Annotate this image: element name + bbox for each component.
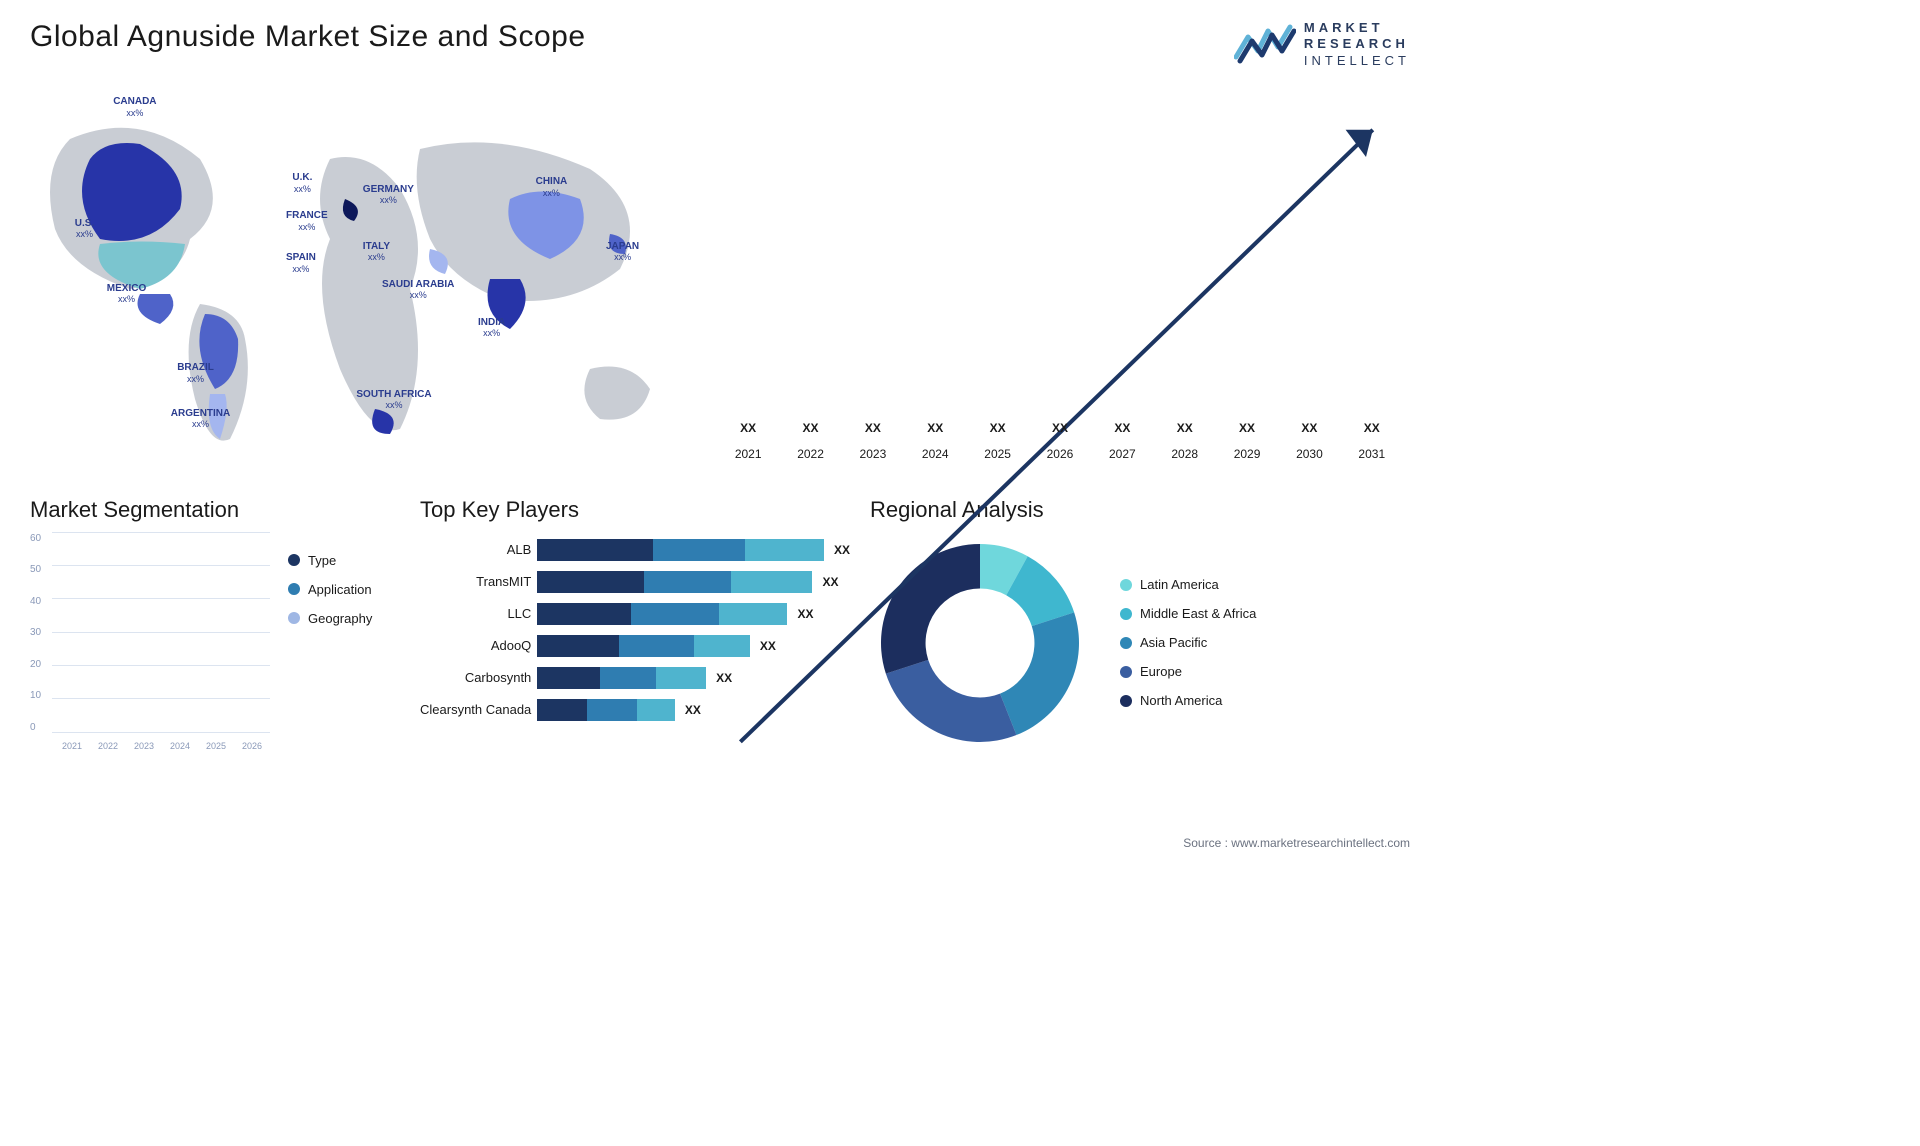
segmentation-year-label: 2025 bbox=[202, 741, 230, 751]
regional-donut-chart bbox=[870, 533, 1090, 753]
segmentation-chart: 0102030405060 202120222023202420252026 bbox=[30, 533, 270, 753]
forecast-year-label: 2022 bbox=[782, 447, 838, 461]
key-players-labels: ALB TransMIT LLC AdooQ Carbosynth Clearsynth … bbox=[420, 533, 531, 727]
key-players-bars: XX XX XX XX XX XX bbox=[537, 533, 850, 727]
segmentation-legend: Type Application Geography bbox=[288, 533, 372, 753]
map-label: CHINAxx% bbox=[536, 176, 568, 198]
forecast-year-label: 2025 bbox=[969, 447, 1025, 461]
player-bar: XX bbox=[537, 603, 850, 625]
regional-legend: Latin America Middle East & Africa Asia Pa… bbox=[1120, 577, 1256, 708]
legend-item: Type bbox=[288, 553, 372, 568]
segmentation-title: Market Segmentation bbox=[30, 497, 400, 523]
segmentation-year-label: 2023 bbox=[130, 741, 158, 751]
player-label: Carbosynth bbox=[420, 670, 531, 685]
player-label: TransMIT bbox=[420, 574, 531, 589]
legend-item: Latin America bbox=[1120, 577, 1256, 592]
forecast-year-label: 2021 bbox=[720, 447, 776, 461]
segmentation-year-label: 2026 bbox=[238, 741, 266, 751]
segmentation-section: Market Segmentation 0102030405060 202120… bbox=[30, 497, 400, 753]
logo-text: MARKET RESEARCH INTELLECT bbox=[1304, 20, 1410, 69]
map-label: ARGENTINAxx% bbox=[171, 408, 230, 430]
forecast-year-label: 2026 bbox=[1032, 447, 1088, 461]
logo-mark-icon bbox=[1234, 23, 1296, 65]
legend-item: Middle East & Africa bbox=[1120, 606, 1256, 621]
map-label: FRANCExx% bbox=[286, 210, 328, 232]
map-label: U.K.xx% bbox=[292, 172, 312, 194]
regional-section: Regional Analysis Latin America Middle Ea… bbox=[870, 497, 1410, 753]
map-label: BRAZILxx% bbox=[177, 362, 214, 384]
donut-slice bbox=[886, 660, 1017, 742]
map-label: U.S.xx% bbox=[75, 218, 94, 240]
map-label: CANADAxx% bbox=[113, 96, 156, 118]
donut-slice bbox=[1000, 612, 1079, 735]
regional-title: Regional Analysis bbox=[870, 497, 1410, 523]
map-label: INDIAxx% bbox=[478, 317, 505, 339]
map-label: SAUDI ARABIAxx% bbox=[382, 279, 454, 301]
segmentation-year-label: 2021 bbox=[58, 741, 86, 751]
player-label: AdooQ bbox=[420, 638, 531, 653]
player-bar: XX bbox=[537, 635, 850, 657]
brand-logo: MARKET RESEARCH INTELLECT bbox=[1234, 20, 1410, 69]
player-bar: XX bbox=[537, 571, 850, 593]
player-label: LLC bbox=[420, 606, 531, 621]
world-map: CANADAxx% U.S.xx% MEXICOxx% BRAZILxx% ARGENT… bbox=[30, 89, 670, 469]
forecast-bar-chart: XXXXXXXXXXXXXXXXXXXXXX 20212022202320242… bbox=[710, 89, 1410, 469]
player-label: ALB bbox=[420, 542, 531, 557]
legend-item: North America bbox=[1120, 693, 1256, 708]
map-label: JAPANxx% bbox=[606, 241, 639, 263]
map-label: SPAINxx% bbox=[286, 252, 316, 274]
map-label: SOUTH AFRICAxx% bbox=[356, 389, 431, 411]
player-bar: XX bbox=[537, 667, 850, 689]
forecast-year-label: 2031 bbox=[1344, 447, 1400, 461]
forecast-year-label: 2027 bbox=[1094, 447, 1150, 461]
legend-item: Europe bbox=[1120, 664, 1256, 679]
map-label: ITALYxx% bbox=[363, 241, 390, 263]
legend-item: Geography bbox=[288, 611, 372, 626]
player-label: Clearsynth Canada bbox=[420, 702, 531, 717]
forecast-year-label: 2029 bbox=[1219, 447, 1275, 461]
map-label: GERMANYxx% bbox=[363, 184, 414, 206]
map-label: MEXICOxx% bbox=[107, 283, 146, 305]
page-title: Global Agnuside Market Size and Scope bbox=[30, 20, 586, 54]
key-players-section: Top Key Players ALB TransMIT LLC AdooQ Carbo… bbox=[420, 497, 850, 753]
forecast-year-label: 2023 bbox=[845, 447, 901, 461]
segmentation-year-label: 2022 bbox=[94, 741, 122, 751]
segmentation-year-label: 2024 bbox=[166, 741, 194, 751]
key-players-title: Top Key Players bbox=[420, 497, 850, 523]
source-footer: Source : www.marketresearchintellect.com bbox=[1183, 836, 1410, 850]
legend-item: Asia Pacific bbox=[1120, 635, 1256, 650]
donut-slice bbox=[881, 544, 980, 674]
legend-item: Application bbox=[288, 582, 372, 597]
player-bar: XX bbox=[537, 539, 850, 561]
player-bar: XX bbox=[537, 699, 850, 721]
forecast-year-label: 2024 bbox=[907, 447, 963, 461]
forecast-year-label: 2028 bbox=[1157, 447, 1213, 461]
forecast-year-label: 2030 bbox=[1281, 447, 1337, 461]
world-map-svg bbox=[30, 89, 670, 469]
